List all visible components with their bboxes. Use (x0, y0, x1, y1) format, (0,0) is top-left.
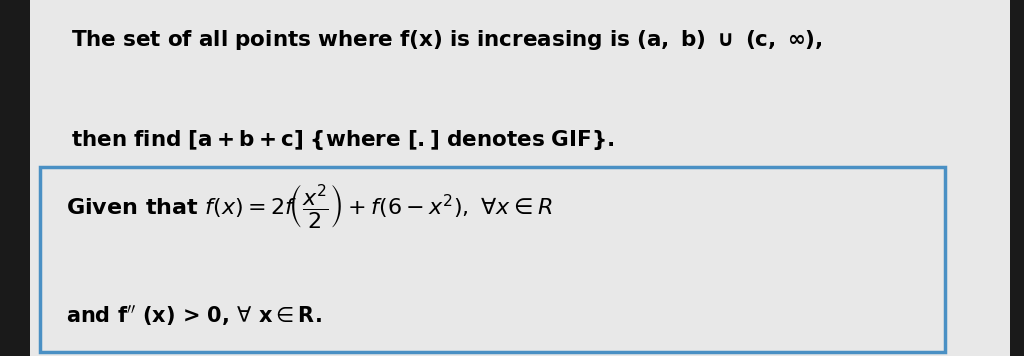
Text: $\mathbf{then\ find\ [a + b + c]\ \{where\ [.]\ denotes\ GIF\}.}$: $\mathbf{then\ find\ [a + b + c]\ \{wher… (71, 128, 614, 152)
Text: and f$''$ (x) > 0, $\forall$ x$\in$R.: and f$''$ (x) > 0, $\forall$ x$\in$R. (66, 303, 322, 328)
FancyBboxPatch shape (40, 167, 944, 352)
Text: $\mathbf{The\ set\ of\ all\ points\ where\ f(x)\ is\ increasing\ is\ (a,\ b)\ \c: $\mathbf{The\ set\ of\ all\ points\ wher… (71, 28, 822, 52)
FancyBboxPatch shape (31, 0, 1011, 356)
Text: Given that $f(x) = 2f\!\left(\dfrac{x^2}{2}\right) + f(6 - x^2),\ \forall x \in : Given that $f(x) = 2f\!\left(\dfrac{x^2}… (66, 182, 552, 230)
